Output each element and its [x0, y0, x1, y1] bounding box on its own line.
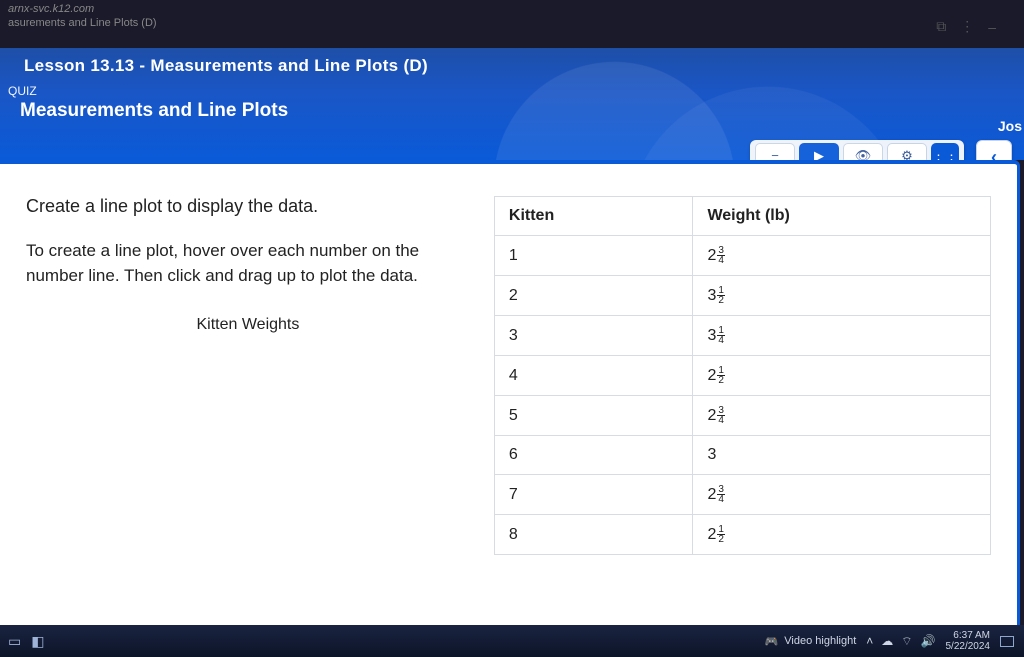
tab-hint: asurements and Line Plots (D): [8, 16, 157, 30]
content-card: Create a line plot to display the data. …: [0, 160, 1020, 625]
browser-chrome-hint: arnx-svc.k12.com asurements and Line Plo…: [8, 2, 157, 30]
cell-kitten-id: 1: [494, 236, 693, 276]
table-header-row: Kitten Weight (lb): [494, 197, 990, 236]
clock-date: 5/22/2024: [946, 641, 991, 652]
video-icon: 🎮: [765, 635, 779, 648]
lesson-header: Lesson 13.13 - Measurements and Line Plo…: [0, 48, 1024, 160]
taskbar-clock[interactable]: 6:37 AM 5/22/2024: [946, 630, 991, 652]
table-row: 3314: [494, 316, 990, 356]
cell-kitten-id: 5: [494, 396, 693, 436]
task-icon[interactable]: ◧: [31, 633, 44, 650]
user-name-partial: Jos: [998, 118, 1022, 134]
table-row: 63: [494, 436, 990, 475]
cell-weight: 312: [693, 276, 991, 316]
cell-weight: 234: [693, 236, 991, 276]
col-weight: Weight (lb): [693, 197, 991, 236]
table-row: 8212: [494, 515, 990, 555]
video-highlight-pill[interactable]: 🎮 Video highlight: [765, 635, 857, 648]
wifi-icon[interactable]: ⌔: [901, 634, 912, 649]
lesson-subtitle: Measurements and Line Plots: [20, 100, 288, 122]
chevron-up-icon[interactable]: ˄: [866, 634, 873, 648]
cell-kitten-id: 2: [494, 276, 693, 316]
cell-weight: 3: [693, 436, 991, 475]
minimize-icon[interactable]: –: [988, 19, 996, 35]
quiz-label: QUIZ: [8, 84, 37, 98]
cloud-icon[interactable]: ☁: [881, 634, 893, 648]
instructions-column: Create a line plot to display the data. …: [26, 196, 470, 625]
cell-kitten-id: 3: [494, 316, 693, 356]
instruction-2: To create a line plot, hover over each n…: [26, 239, 470, 288]
instruction-1: Create a line plot to display the data.: [26, 196, 470, 217]
table-row: 5234: [494, 396, 990, 436]
volume-icon[interactable]: 🔊: [921, 634, 936, 648]
browser-top-icons: ⧉ ⋮ –: [936, 18, 996, 35]
cell-kitten-id: 4: [494, 356, 693, 396]
cell-weight: 212: [693, 356, 991, 396]
copy-icon[interactable]: ⧉: [936, 18, 946, 35]
table-column: Kitten Weight (lb) 123423123314421252346…: [494, 196, 991, 625]
system-tray[interactable]: ˄ ☁ ⌔ 🔊: [866, 634, 935, 649]
url-hint: arnx-svc.k12.com: [8, 2, 157, 16]
col-kitten: Kitten: [494, 197, 693, 236]
clock-time: 6:37 AM: [946, 630, 991, 641]
screen: arnx-svc.k12.com asurements and Line Plo…: [0, 0, 1024, 657]
cell-weight: 234: [693, 475, 991, 515]
table-row: 1234: [494, 236, 990, 276]
notifications-icon[interactable]: [1000, 636, 1014, 647]
task-icon[interactable]: ▭: [8, 633, 21, 650]
table-row: 7234: [494, 475, 990, 515]
kitten-weights-table: Kitten Weight (lb) 123423123314421252346…: [494, 196, 991, 555]
taskbar-left: ▭ ◧: [8, 633, 44, 650]
windows-taskbar[interactable]: ▭ ◧ 🎮 Video highlight ˄ ☁ ⌔ 🔊 6:37 AM 5/…: [0, 625, 1024, 657]
table-row: 4212: [494, 356, 990, 396]
cell-weight: 314: [693, 316, 991, 356]
kebab-icon[interactable]: ⋮: [960, 18, 974, 35]
cell-weight: 234: [693, 396, 991, 436]
cell-kitten-id: 8: [494, 515, 693, 555]
chart-title: Kitten Weights: [26, 316, 470, 334]
cell-kitten-id: 6: [494, 436, 693, 475]
cell-kitten-id: 7: [494, 475, 693, 515]
table-row: 2312: [494, 276, 990, 316]
cell-weight: 212: [693, 515, 991, 555]
video-label: Video highlight: [784, 635, 856, 647]
lesson-title: Lesson 13.13 - Measurements and Line Plo…: [24, 56, 428, 76]
